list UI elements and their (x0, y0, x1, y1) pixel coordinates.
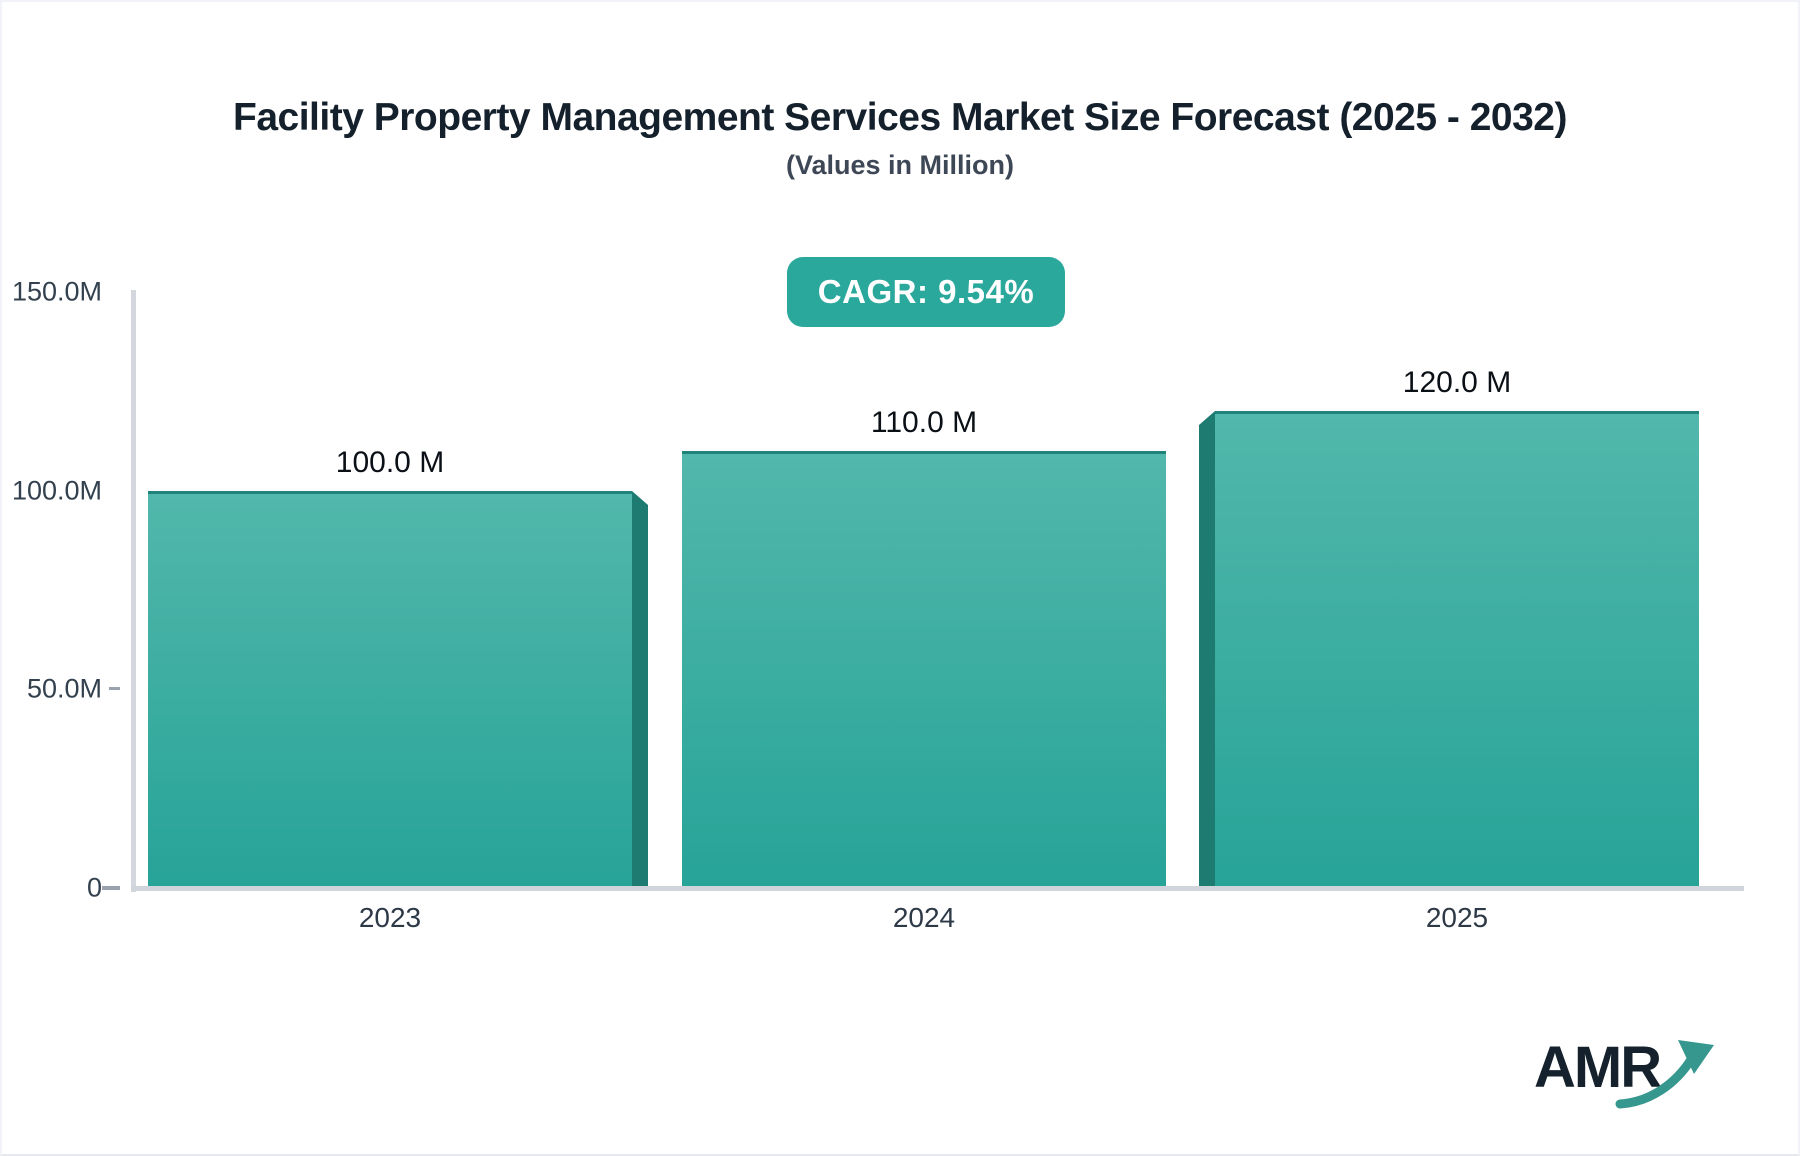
amr-logo: AMR (1534, 1032, 1724, 1112)
y-axis-tick-mark (109, 687, 120, 691)
x-axis-category-label: 2023 (358, 902, 422, 933)
y-axis-tick-label: 50.0M (26, 673, 102, 704)
x-axis-category-label: 2024 (892, 902, 956, 933)
bar-2023 (148, 491, 632, 888)
cagr-badge-label: CAGR: 9.54% (817, 273, 1035, 310)
x-axis-category-label: 2025 (1425, 902, 1489, 933)
bar-2024 (682, 451, 1166, 888)
bar-3d-side-face-2023 (632, 491, 648, 888)
bar-3d-side-face-2025 (1199, 411, 1215, 888)
y-axis-tick-label: 150.0M (11, 276, 102, 307)
chart-subtitle: (Values in Million) (785, 150, 1015, 180)
bar-2025 (1215, 411, 1699, 888)
x-axis-line (131, 886, 1744, 891)
y-axis-tick-label: 100.0M (11, 475, 102, 506)
growth-arrow-icon (1615, 1040, 1714, 1109)
chart-title: Facility Property Management Services Ma… (233, 96, 1567, 139)
y-axis-tick-mark (102, 886, 120, 890)
bar-value-label: 110.0 M (870, 406, 978, 439)
y-axis-tick-label: 0 (86, 872, 102, 903)
amr-logo-text: AMR (1534, 1035, 1662, 1100)
cagr-badge: CAGR: 9.54% (787, 257, 1065, 327)
bar-value-label: 100.0 M (335, 446, 445, 479)
bar-value-label: 120.0 M (1402, 366, 1512, 399)
y-axis-line (131, 290, 136, 892)
